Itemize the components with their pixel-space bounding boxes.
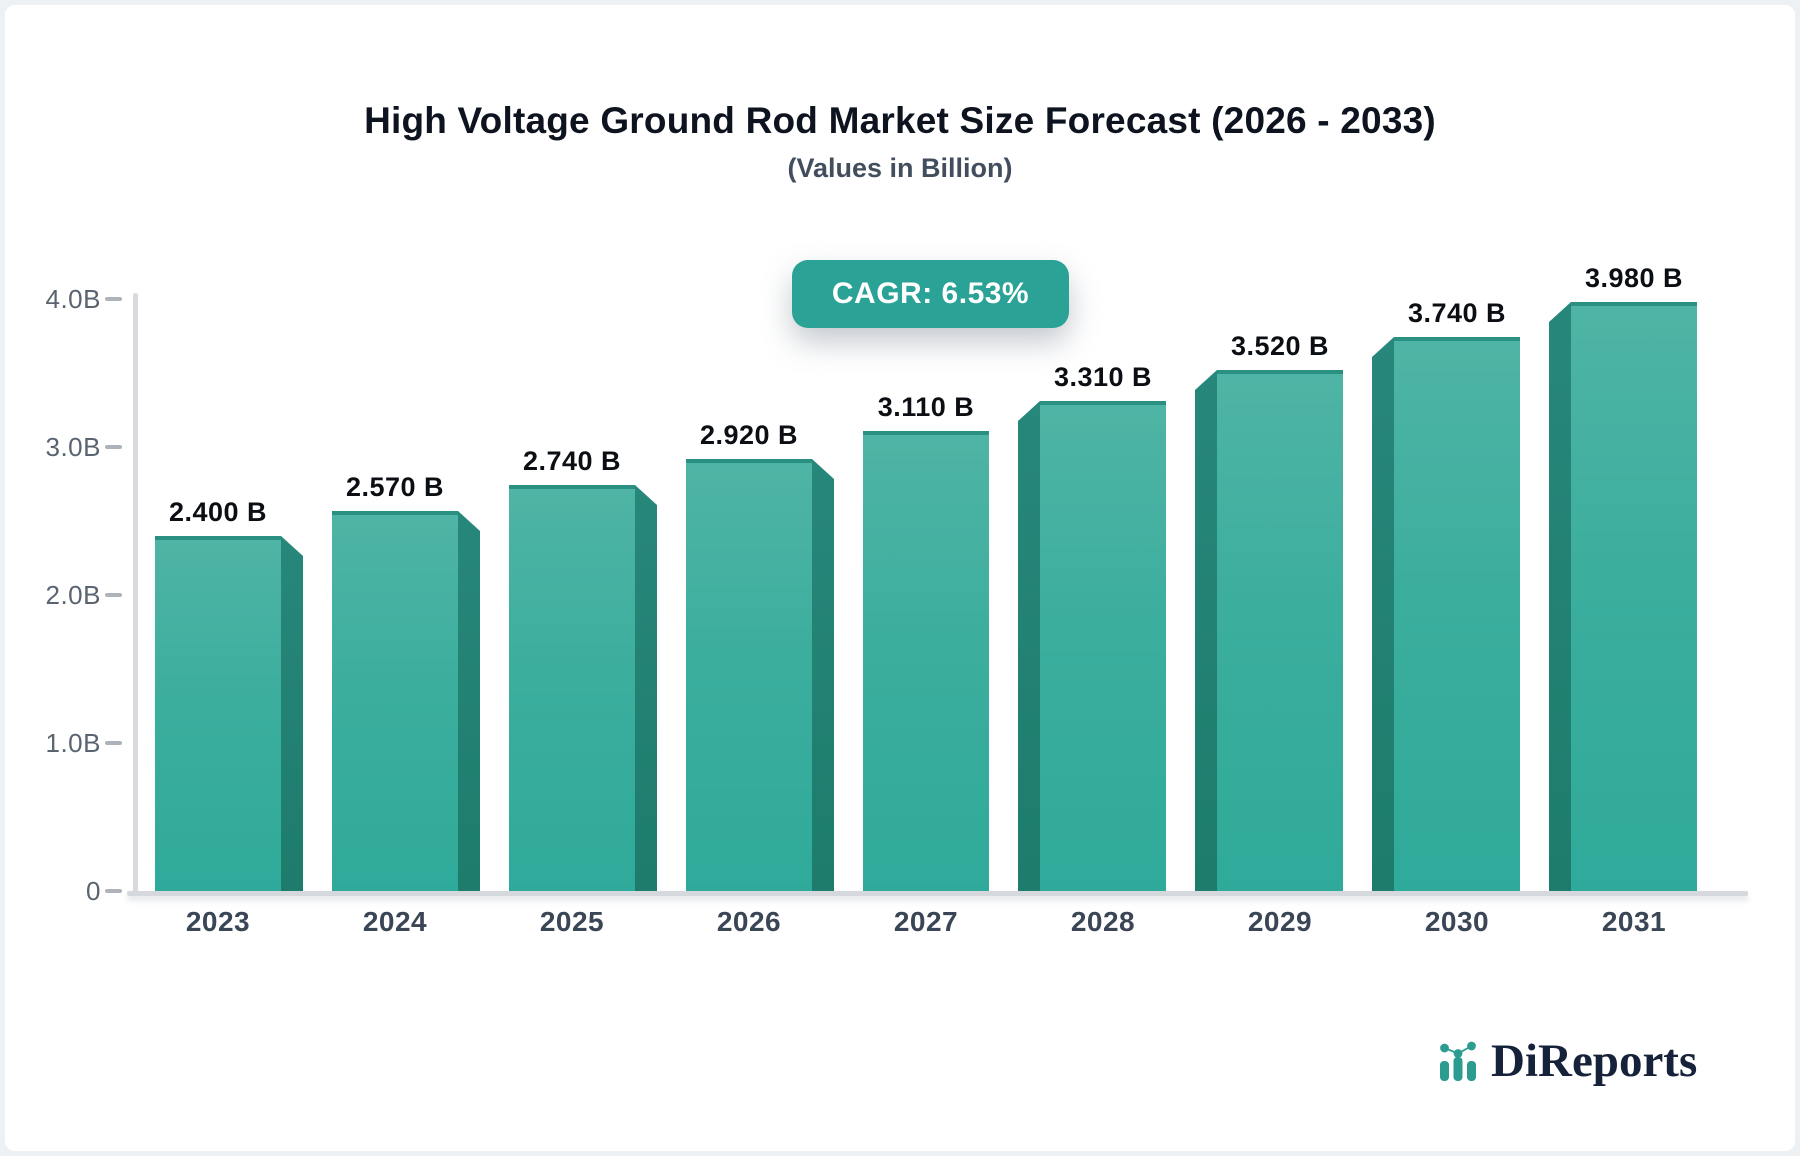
bar-value-label: 3.980 B bbox=[1584, 263, 1684, 293]
chart-card: High Voltage Ground Rod Market Size Fore… bbox=[5, 5, 1795, 1151]
y-tick-label: 1.0B bbox=[45, 728, 101, 758]
bar-2024 bbox=[332, 511, 458, 891]
bar-value-label: 2.400 B bbox=[168, 497, 268, 527]
bar-2025 bbox=[509, 485, 635, 891]
y-tick-label: 4.0B bbox=[45, 284, 101, 314]
bar-value-label: 2.920 B bbox=[699, 420, 799, 450]
bar-2029 bbox=[1217, 370, 1343, 891]
chart-subtitle: (Values in Billion) bbox=[787, 153, 1013, 183]
y-tick-dash bbox=[105, 297, 122, 301]
bar-2028 bbox=[1040, 401, 1166, 891]
bar-side-3d bbox=[458, 511, 480, 891]
x-tick-label: 2031 bbox=[1601, 906, 1667, 937]
y-tick-dash bbox=[105, 741, 122, 745]
bar-value-label: 3.310 B bbox=[1053, 362, 1153, 392]
bar-side-3d bbox=[1018, 401, 1040, 891]
bar-value-label: 3.520 B bbox=[1230, 331, 1330, 361]
logo-text: DiReports bbox=[1491, 1035, 1698, 1087]
x-tick-label: 2030 bbox=[1424, 906, 1490, 937]
x-tick-label: 2027 bbox=[893, 906, 959, 937]
bar-side-3d bbox=[635, 485, 657, 891]
bar-line-chart-icon bbox=[1440, 1041, 1476, 1081]
bar-2023 bbox=[155, 536, 281, 891]
y-tick-dash bbox=[105, 593, 122, 597]
bar-value-label: 3.110 B bbox=[877, 392, 975, 422]
bar-side-3d bbox=[1195, 370, 1217, 891]
x-tick-label: 2025 bbox=[539, 906, 605, 937]
x-axis-line bbox=[127, 891, 1748, 896]
direports-logo: DiReports bbox=[1438, 1037, 1697, 1085]
bar-2027 bbox=[863, 431, 989, 891]
cagr-badge: CAGR: 6.53% bbox=[792, 260, 1069, 328]
y-axis-line bbox=[133, 293, 138, 893]
y-tick-dash bbox=[105, 445, 122, 449]
bar-value-label: 3.740 B bbox=[1407, 298, 1507, 328]
bar-2030 bbox=[1394, 337, 1520, 891]
x-tick-label: 2026 bbox=[716, 906, 782, 937]
bar-side-3d bbox=[1372, 337, 1394, 891]
x-tick-label: 2029 bbox=[1247, 906, 1313, 937]
bar-value-label: 2.570 B bbox=[345, 472, 445, 502]
bar-side-3d bbox=[812, 459, 834, 891]
bar-value-label: 2.740 B bbox=[522, 446, 622, 476]
x-tick-label: 2023 bbox=[185, 906, 251, 937]
y-tick-dash bbox=[105, 889, 122, 893]
bar-2026 bbox=[686, 459, 812, 891]
bar-side-3d bbox=[281, 536, 303, 891]
x-tick-label: 2024 bbox=[362, 906, 428, 937]
chart-title: High Voltage Ground Rod Market Size Fore… bbox=[364, 100, 1436, 141]
x-tick-label: 2028 bbox=[1070, 906, 1136, 937]
bar-side-3d bbox=[1549, 302, 1571, 891]
bar-2031 bbox=[1571, 302, 1697, 891]
y-tick-label: 0 bbox=[86, 876, 101, 906]
y-tick-label: 2.0B bbox=[45, 580, 101, 610]
cagr-badge-label: CAGR: 6.53% bbox=[831, 277, 1030, 310]
y-tick-label: 3.0B bbox=[45, 432, 101, 462]
